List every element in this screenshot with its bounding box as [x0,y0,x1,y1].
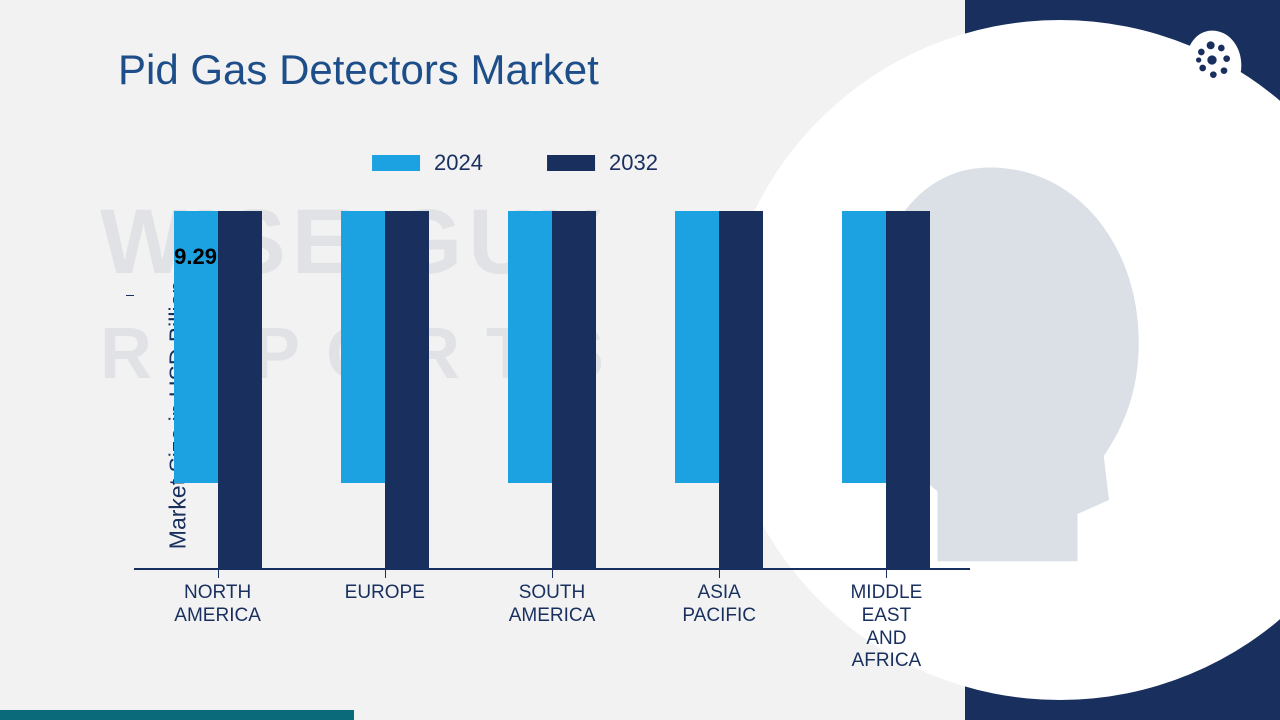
category-label: ASIAPACIFIC [654,582,784,628]
logo-line1: WISE GUY [986,39,1164,78]
category-label: NORTHAMERICA [153,582,283,628]
footer-accent-bar [0,710,354,720]
bar [675,211,719,483]
bar [508,211,552,483]
bar-group: SOUTHAMERICA [468,211,635,568]
legend-swatch [547,155,595,171]
category-label: SOUTHAMERICA [487,582,617,628]
bar-group: NORTHAMERICA [134,211,301,568]
legend: 2024 2032 [372,150,658,176]
brand-logo: WISE GUY REPORTS [986,28,1248,108]
chart: Market Size in USD Billion 20242032 NORT… [60,150,970,680]
bar-group: MIDDLEEASTANDAFRICA [803,211,970,568]
plot-area: NORTHAMERICAEUROPESOUTHAMERICAASIAPACIFI… [134,190,970,570]
y-tick [126,295,134,296]
legend-swatch [372,155,420,171]
bar [341,211,385,483]
bar [385,211,429,568]
bar-group: ASIAPACIFIC [636,211,803,568]
x-tick [886,568,887,578]
x-tick [218,568,219,578]
bar [886,211,930,568]
x-tick [552,568,553,578]
bar [719,211,763,568]
legend-item: 2024 [372,150,483,176]
x-tick [385,568,386,578]
legend-label: 2032 [609,150,658,176]
logo-line2: REPORTS [986,80,1164,97]
value-label: 9.29 [174,244,217,270]
category-label: EUROPE [320,582,450,605]
category-label: MIDDLEEASTANDAFRICA [821,582,951,673]
bar [842,211,886,483]
bar-group: EUROPE [301,211,468,568]
legend-item: 2032 [547,150,658,176]
legend-label: 2024 [434,150,483,176]
bar [218,211,262,568]
x-tick [719,568,720,578]
logo-head-icon [1176,28,1248,108]
page-title: Pid Gas Detectors Market [118,46,599,94]
bar [552,211,596,568]
